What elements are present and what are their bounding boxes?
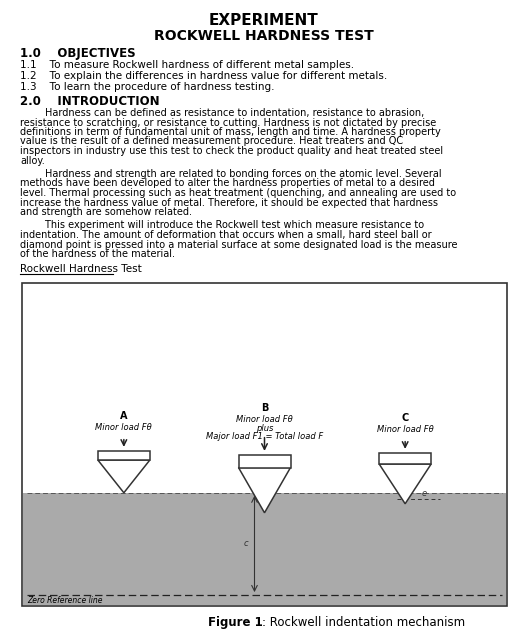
Text: of the hardness of the material.: of the hardness of the material. (20, 249, 175, 259)
Bar (22, 283, 507, 606)
Text: plus: plus (256, 424, 273, 433)
Text: Minor load Fθ: Minor load Fθ (377, 425, 434, 434)
Text: Zero Reference line: Zero Reference line (27, 596, 102, 605)
Bar (98, 451, 150, 460)
Text: inspectors in industry use this test to check the product quality and heat treat: inspectors in industry use this test to … (20, 146, 443, 156)
Text: value is the result of a defined measurement procedure. Heat treaters and QC: value is the result of a defined measure… (20, 137, 403, 147)
Polygon shape (98, 460, 150, 493)
Text: resistance to scratching, or resistance to cutting. Hardness is not dictated by : resistance to scratching, or resistance … (20, 117, 436, 128)
Bar (23, 493, 506, 605)
Text: Hardness and strength are related to bonding forces on the atomic level. Several: Hardness and strength are related to bon… (20, 169, 442, 179)
Text: Minor load Fθ: Minor load Fθ (236, 415, 293, 424)
Text: level. Thermal processing such as heat treatment (quenching, and annealing are u: level. Thermal processing such as heat t… (20, 188, 456, 198)
Text: 1.2    To explain the differences in hardness value for different metals.: 1.2 To explain the differences in hardne… (20, 71, 387, 81)
Text: Hardness can be defined as resistance to indentation, resistance to abrasion,: Hardness can be defined as resistance to… (20, 108, 424, 118)
Text: methods have been developed to alter the hardness properties of metal to a desir: methods have been developed to alter the… (20, 179, 435, 188)
Bar (239, 455, 290, 468)
Text: This experiment will introduce the Rockwell test which measure resistance to: This experiment will introduce the Rockw… (20, 221, 424, 230)
Text: definitions in term of fundamental unit of mass, length and time. A hardness pro: definitions in term of fundamental unit … (20, 127, 441, 137)
Text: increase the hardness value of metal. Therefore, it should be expected that hard: increase the hardness value of metal. Th… (20, 198, 438, 207)
Bar (379, 453, 431, 464)
Polygon shape (239, 468, 290, 513)
Text: alloy.: alloy. (20, 156, 45, 165)
Text: 1.3    To learn the procedure of hardness testing.: 1.3 To learn the procedure of hardness t… (20, 82, 275, 92)
Text: 1.1    To measure Rockwell hardness of different metal samples.: 1.1 To measure Rockwell hardness of diff… (20, 60, 354, 70)
Text: B: B (261, 403, 268, 413)
Text: 2.0    INTRODUCTION: 2.0 INTRODUCTION (20, 95, 160, 108)
Text: A: A (120, 411, 128, 421)
Text: Rockwell Hardness Test: Rockwell Hardness Test (20, 265, 142, 274)
Text: EXPERIMENT: EXPERIMENT (209, 13, 318, 28)
Text: C: C (402, 413, 409, 423)
Text: 1.0    OBJECTIVES: 1.0 OBJECTIVES (20, 47, 135, 60)
Text: Figure 1: Figure 1 (208, 616, 262, 629)
Text: ROCKWELL HARDNESS TEST: ROCKWELL HARDNESS TEST (154, 29, 373, 43)
Text: indentation. The amount of deformation that occurs when a small, hard steel ball: indentation. The amount of deformation t… (20, 230, 432, 240)
Polygon shape (379, 464, 431, 504)
Text: Major load F1 = Total load F: Major load F1 = Total load F (206, 432, 323, 441)
Text: and strength are somehow related.: and strength are somehow related. (20, 207, 192, 217)
Text: Minor load Fθ: Minor load Fθ (95, 423, 152, 432)
Text: e: e (421, 489, 426, 498)
Text: : Rockwell indentation mechanism: : Rockwell indentation mechanism (262, 616, 466, 629)
Text: c: c (244, 539, 249, 549)
Text: diamond point is pressed into a material surface at some designated load is the : diamond point is pressed into a material… (20, 239, 457, 249)
